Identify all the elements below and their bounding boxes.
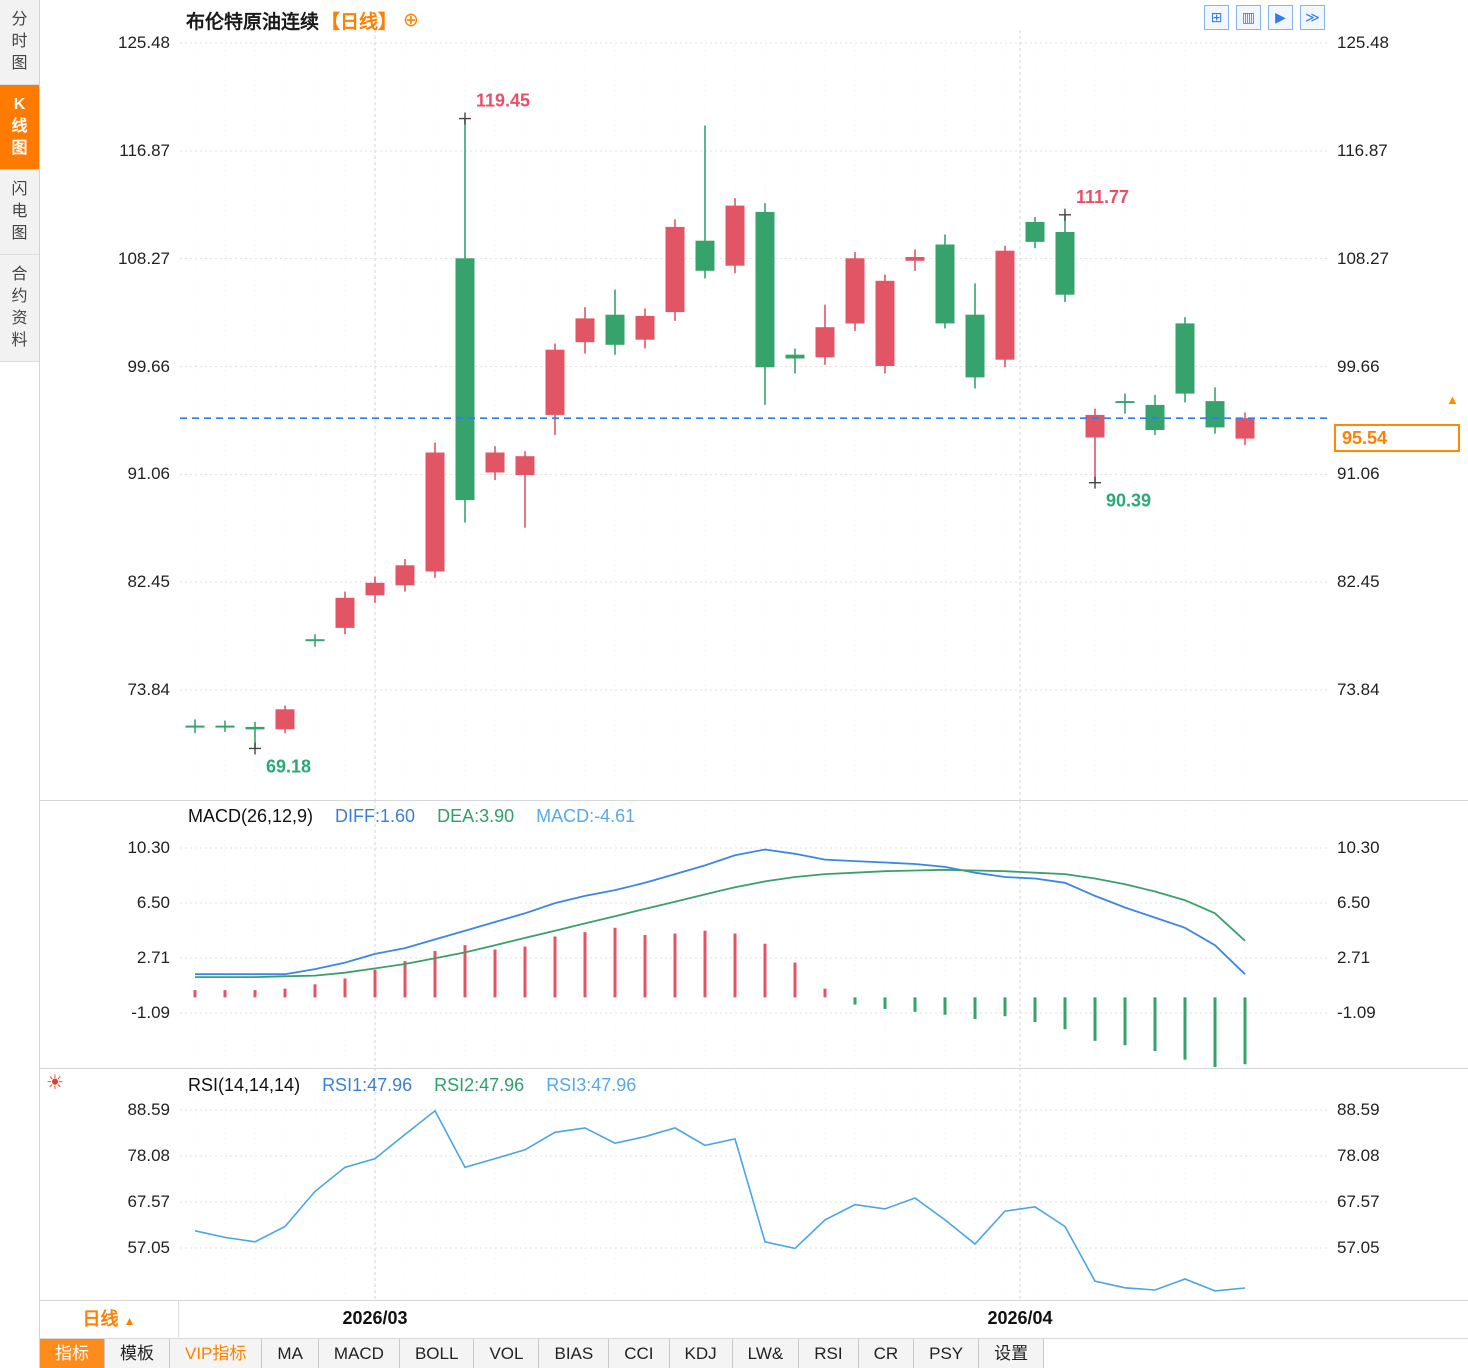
axis-tick-label: 2.71 — [1337, 948, 1371, 968]
macd-header: MACD(26,12,9) DIFF:1.60 DEA:3.90 MACD:-4… — [188, 806, 635, 827]
cr-tab[interactable]: CR — [858, 1339, 915, 1368]
bias-tab[interactable]: BIAS — [539, 1339, 610, 1368]
axis-tick-label: 6.50 — [1337, 893, 1371, 913]
circle-plus-icon[interactable]: ⊕ — [403, 10, 419, 31]
axis-tick-label: 57.05 — [1337, 1238, 1380, 1258]
panel-divider — [40, 800, 1468, 801]
macd-dea-value: DEA:3.90 — [437, 806, 515, 826]
x-axis-row: 日线 ▲ 2026/03 2026/04 — [40, 1301, 1468, 1338]
axis-tick-label: 82.45 — [1337, 572, 1380, 592]
indicator-window-icon[interactable]: ▥ — [1236, 5, 1261, 30]
settings-tab[interactable]: 设置 — [979, 1339, 1045, 1368]
svg-text:90.39: 90.39 — [1106, 491, 1151, 511]
rsi1-value: RSI1:47.96 — [322, 1075, 413, 1095]
chart-header: 布伦特原油连续 【日线】 ⊕ — [186, 7, 419, 34]
vol-tab[interactable]: VOL — [474, 1339, 540, 1368]
axis-tick-label: 67.57 — [1337, 1192, 1380, 1212]
last-price-tag: 95.54 — [1334, 424, 1460, 453]
x-axis-month-label: 2026/03 — [342, 1308, 408, 1328]
axis-tick-label: 108.27 — [1337, 248, 1389, 268]
chart-toolbar-icons: ⊞ ▥ ▶ ≫ — [1204, 5, 1325, 30]
axis-tick-label: 116.87 — [1337, 140, 1388, 160]
main-chart-canvas[interactable]: 119.45 111.77 90.39 69.18 — [180, 30, 1330, 800]
rsi2-value: RSI2:47.96 — [434, 1075, 525, 1095]
boll-tab[interactable]: BOLL — [399, 1339, 475, 1368]
macd-panel-canvas[interactable] — [180, 800, 1330, 1068]
axis-tick-label: 91.06 — [1337, 464, 1380, 484]
sidebar-tab-lightning-chart[interactable]: 闪电图 — [0, 170, 39, 255]
x-axis-month-label: 2026/04 — [987, 1308, 1053, 1328]
macd-title: MACD(26,12,9) — [188, 806, 314, 826]
ma-tab[interactable]: MA — [262, 1339, 319, 1368]
bottom-toolbar: 指标 模板 VIP指标 MA MACD BOLL VOL BIAS CCI KDJ LW& RSI CR… — [40, 1339, 1468, 1368]
period-selector-dropdown[interactable]: 日线 ▲ — [40, 1301, 179, 1337]
macd-macd-value: MACD:-4.61 — [536, 806, 636, 826]
page-forward-icon[interactable]: ≫ — [1300, 5, 1325, 30]
templates-tab[interactable]: 模板 — [105, 1339, 170, 1368]
vip-indicators-tab[interactable]: VIP指标 — [170, 1339, 263, 1368]
chart-title: 布伦特原油连续 — [186, 12, 320, 33]
sidebar-tab-contract-info[interactable]: 合约资料 — [0, 255, 39, 362]
axis-tick-label: 10.30 — [1337, 838, 1380, 857]
multi-window-icon[interactable]: ⊞ — [1204, 5, 1229, 30]
panel-divider — [40, 1300, 1468, 1301]
axis-tick-label: -1.09 — [1337, 1003, 1376, 1023]
rsi3-value: RSI3:47.96 — [546, 1075, 637, 1095]
panel-divider — [40, 1068, 1468, 1069]
rsi-tab[interactable]: RSI — [799, 1339, 859, 1368]
rsi-title: RSI(14,14,14) — [188, 1075, 301, 1095]
axis-tick-label: 99.66 — [1337, 356, 1380, 376]
rsi-header: RSI(14,14,14) RSI1:47.96 RSI2:47.96 RSI3… — [188, 1075, 636, 1096]
chevron-up-icon: ▲ — [123, 1314, 136, 1328]
psy-tab[interactable]: PSY — [914, 1339, 980, 1368]
panel-divider — [40, 1338, 1468, 1339]
axis-tick-label: 78.08 — [1337, 1146, 1380, 1166]
macd-diff-value: DIFF:1.60 — [335, 806, 416, 826]
svg-text:119.45: 119.45 — [476, 91, 530, 111]
sun-icon[interactable]: ☀ — [46, 1072, 64, 1094]
kdj-tab[interactable]: KDJ — [669, 1339, 733, 1368]
lw-tab[interactable]: LW& — [732, 1339, 800, 1368]
svg-text:111.77: 111.77 — [1076, 187, 1129, 207]
rsi-panel-canvas[interactable] — [180, 1068, 1330, 1300]
cci-tab[interactable]: CCI — [609, 1339, 670, 1368]
chart-style-icon[interactable]: ▶ — [1268, 5, 1293, 30]
axis-tick-label: 73.84 — [1337, 680, 1380, 700]
axis-tick-label: 88.59 — [1337, 1100, 1380, 1119]
last-price-arrow-icon: ▲ — [1446, 392, 1459, 408]
macd-tab[interactable]: MACD — [318, 1339, 400, 1368]
svg-text:69.18: 69.18 — [266, 756, 311, 776]
sidebar-tab-time-chart[interactable]: 分时图 — [0, 0, 39, 85]
chart-period-tag: 【日线】 — [321, 12, 398, 33]
period-selector-label: 日线 — [82, 1309, 119, 1329]
indicators-tab[interactable]: 指标 — [40, 1339, 105, 1368]
axis-tick-label: 125.48 — [1337, 33, 1389, 52]
